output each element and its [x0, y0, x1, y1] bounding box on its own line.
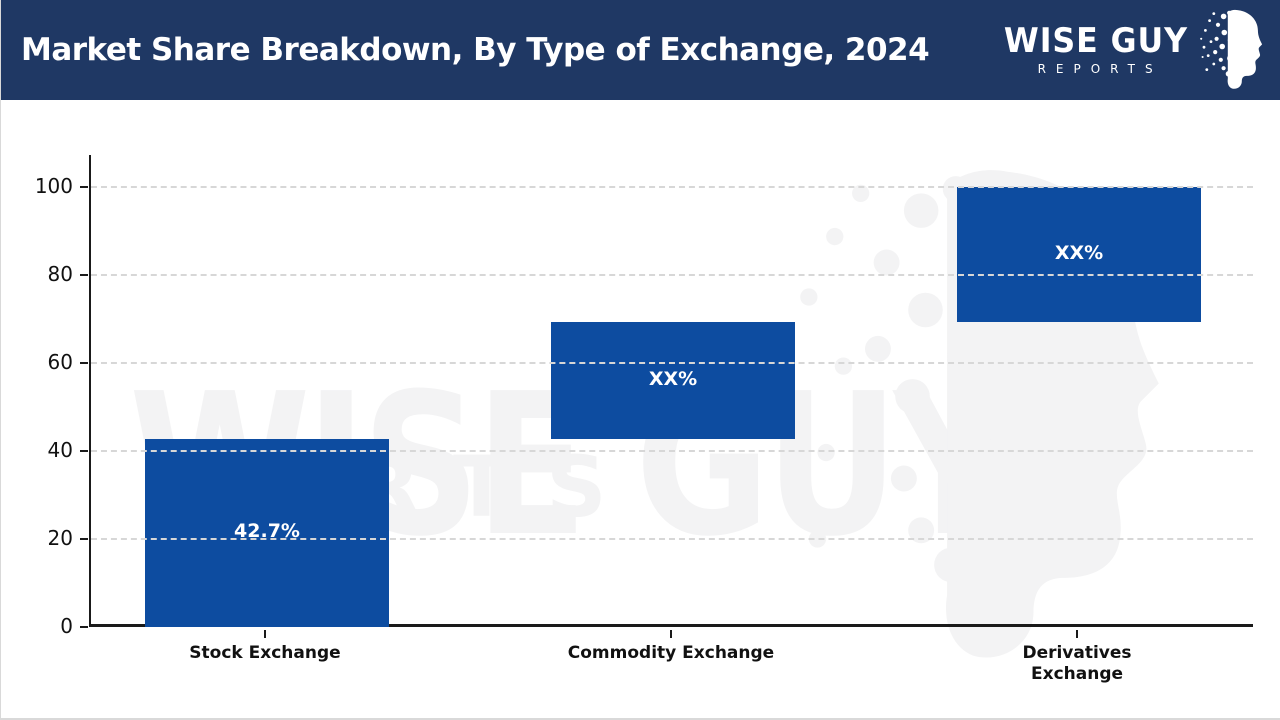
- x-category-label: Stock Exchange: [189, 643, 341, 663]
- y-tick-mark: [80, 186, 88, 189]
- bar-segment: [145, 439, 389, 627]
- bar-value-label: XX%: [1054, 241, 1104, 264]
- gridline: [91, 450, 1253, 453]
- wise-guy-logo: WISE GUY REPORTS: [997, 8, 1267, 92]
- chart-title: Market Share Breakdown, By Type of Excha…: [21, 32, 930, 68]
- y-tick-label: 80: [47, 262, 73, 287]
- y-tick-mark: [80, 274, 88, 277]
- y-tick-mark: [80, 362, 88, 365]
- bar-value-label: XX%: [648, 367, 698, 390]
- gridline: [91, 186, 1253, 189]
- header-bar: Market Share Breakdown, By Type of Excha…: [1, 0, 1280, 100]
- x-category-label: Commodity Exchange: [567, 643, 775, 663]
- chart-canvas: WISE GUY PORTS 42.7% XX% XX% 0 20 40 60 80 100 …: [1, 100, 1280, 718]
- x-tick-mark: [1076, 630, 1078, 638]
- dotted-face-icon: [1200, 9, 1263, 89]
- y-tick-mark: [80, 450, 88, 453]
- bar-segment: [551, 322, 795, 440]
- y-tick-label: 100: [34, 174, 73, 199]
- y-tick-label: 20: [47, 526, 73, 551]
- y-tick-mark: [80, 626, 88, 628]
- logo-text: WISE GUY REPORTS: [997, 24, 1195, 76]
- y-tick-label: 40: [47, 438, 73, 463]
- bar-segment: [957, 187, 1201, 323]
- plot-area: 42.7% XX% XX%: [89, 155, 1253, 627]
- gridline: [91, 538, 1253, 541]
- gridline: [91, 362, 1253, 365]
- gridline: [91, 274, 1253, 277]
- y-tick-mark: [80, 538, 88, 541]
- bar-value-label: 42.7%: [234, 520, 300, 543]
- x-tick-mark: [670, 630, 672, 638]
- y-tick-label: 0: [60, 614, 73, 638]
- x-tick-mark: [264, 630, 266, 638]
- y-tick-label: 60: [47, 350, 73, 375]
- logo-wordmark: WISE GUY: [1004, 21, 1189, 61]
- x-category-label: Derivatives Exchange: [1022, 643, 1132, 685]
- logo-subtitle: REPORTS: [1037, 62, 1163, 76]
